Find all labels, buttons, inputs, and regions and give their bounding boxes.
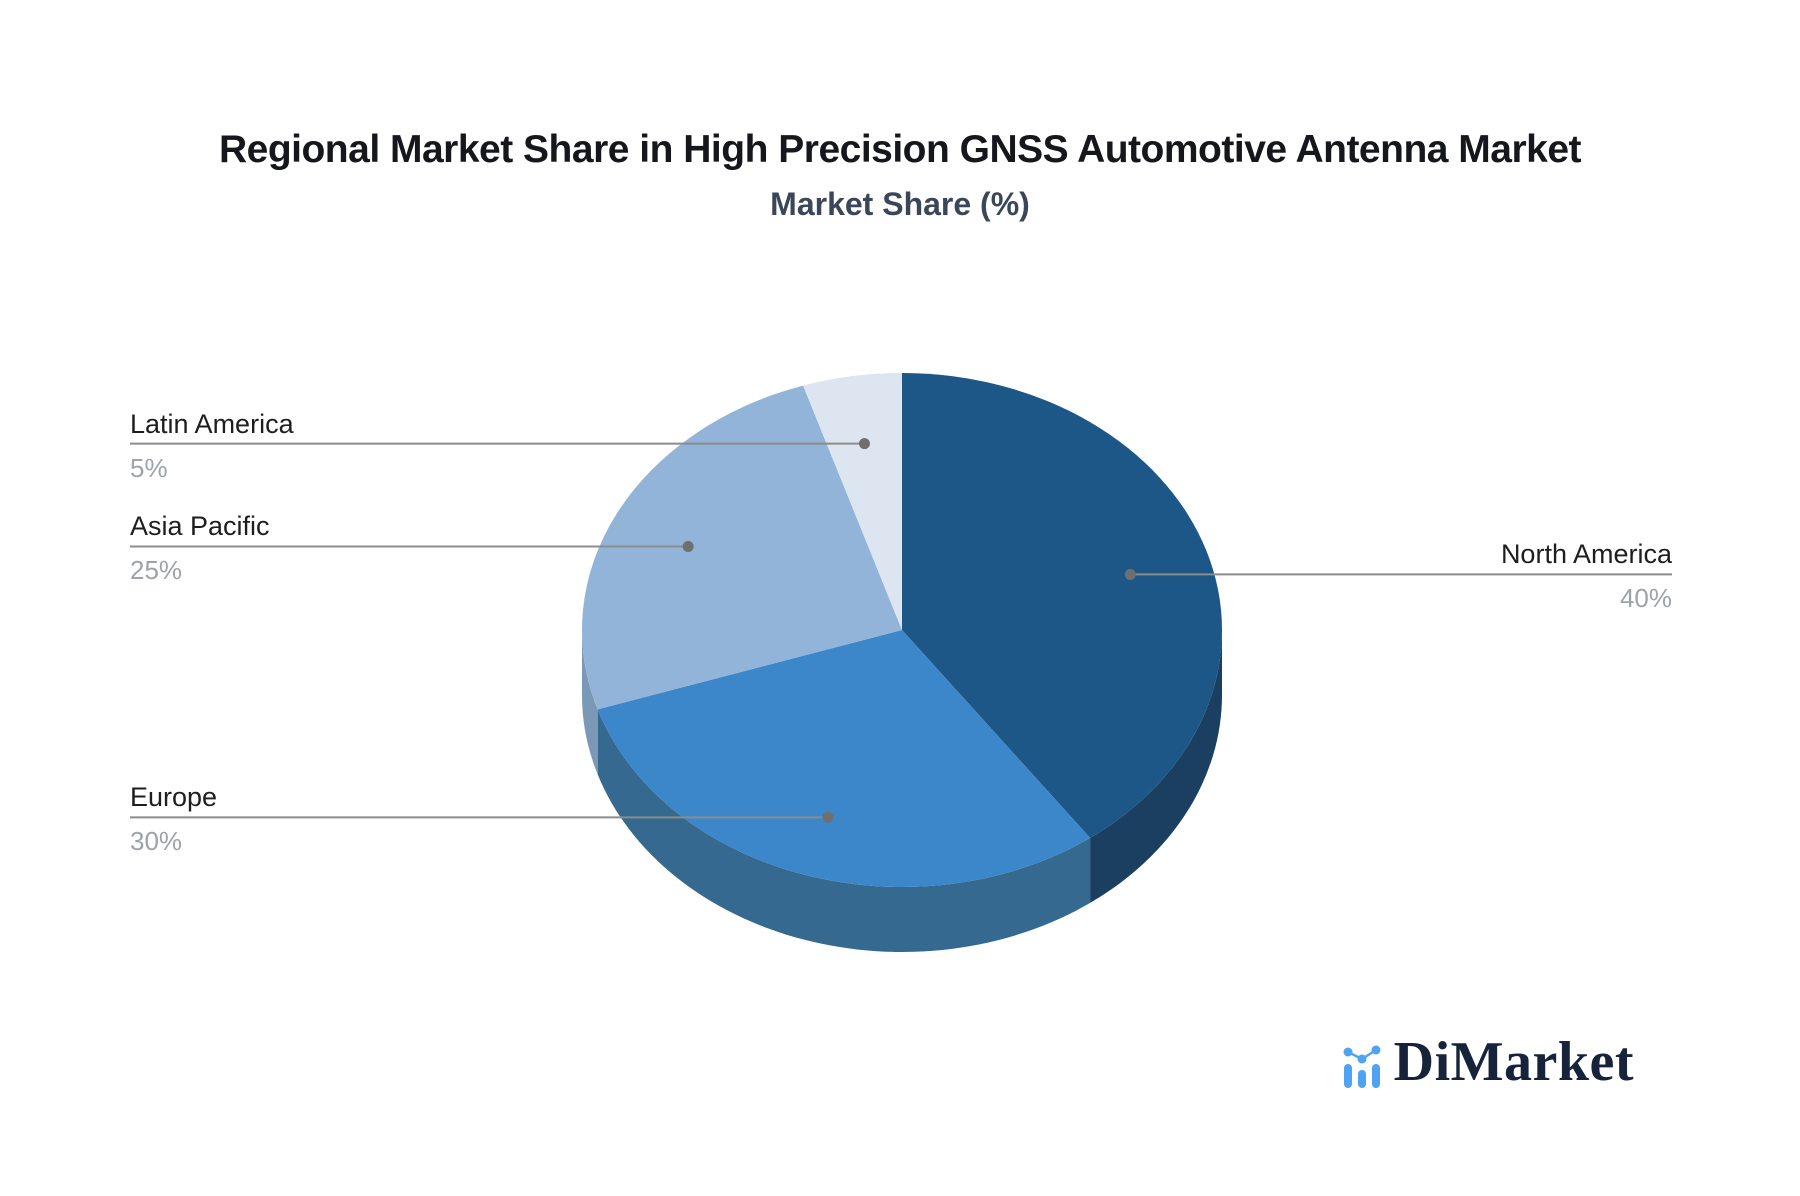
pie-slice-side-europe: [597, 709, 1091, 952]
callout-dot-asia-pacific: [682, 540, 694, 552]
slice-callout-value: 30%: [130, 826, 183, 857]
slice-callout-value: 5%: [130, 452, 168, 483]
pie-slice-side-asia-pacific: [582, 630, 598, 775]
callout-dot-latin-america: [858, 438, 870, 450]
slice-callout-value: 40%: [1619, 583, 1672, 614]
slice-callout-label: Europe: [130, 782, 218, 813]
pie-slice-north-america[interactable]: [902, 373, 1222, 838]
pie-slice-asia-pacific[interactable]: [582, 385, 902, 710]
slice-callout-value: 25%: [130, 555, 183, 586]
pie-slice-side-north-america: [1090, 630, 1222, 903]
callout-lines: [130, 438, 1672, 823]
slice-callout-label: Asia Pacific: [130, 511, 270, 542]
bar-chart-trend-icon: [1343, 1045, 1381, 1088]
pie-3d-sides: [582, 630, 1222, 952]
pie-slice-latin-america[interactable]: [803, 373, 902, 630]
chart-title: Regional Market Share in High Precision …: [218, 128, 1582, 171]
pie-slice-europe[interactable]: [597, 630, 1091, 887]
brand-logo: DiMarket: [1336, 1034, 1634, 1090]
callout-dot-north-america: [1124, 568, 1136, 580]
slice-callout-label: Latin America: [130, 408, 294, 439]
chart-subtitle: Market Share (%): [770, 186, 1030, 222]
callout-dot-europe: [822, 811, 834, 823]
pie-top-faces: [582, 373, 1222, 887]
brand-name: DiMarket: [1393, 1031, 1634, 1093]
slice-callout-label: North America: [1500, 539, 1672, 570]
